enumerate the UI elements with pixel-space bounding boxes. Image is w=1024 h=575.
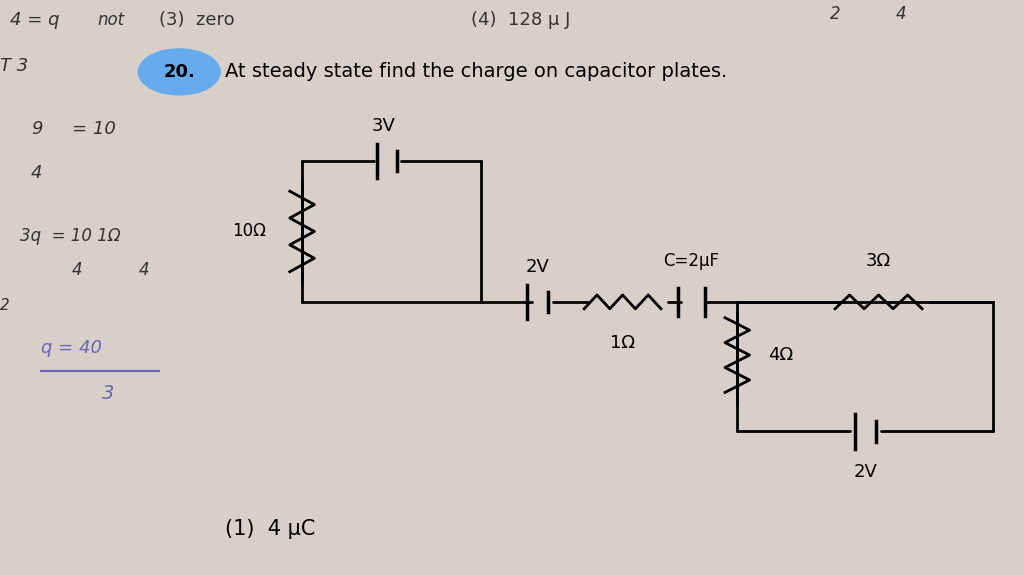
Text: (3)  zero: (3) zero — [159, 11, 234, 29]
Text: 2V: 2V — [525, 258, 550, 276]
Text: 10Ω: 10Ω — [232, 223, 266, 240]
Text: C=2μF: C=2μF — [664, 252, 719, 270]
Text: not: not — [97, 11, 124, 29]
Text: 3q  = 10 1Ω: 3q = 10 1Ω — [20, 227, 121, 245]
Text: = 10: = 10 — [72, 120, 116, 139]
Text: 2: 2 — [829, 5, 840, 24]
Text: 4: 4 — [72, 261, 82, 279]
Text: 9: 9 — [31, 120, 42, 139]
Text: 2V: 2V — [853, 463, 878, 481]
Text: 3V: 3V — [372, 117, 396, 135]
Text: (4)  128 μ J: (4) 128 μ J — [471, 11, 570, 29]
Text: 4: 4 — [896, 5, 906, 24]
Text: 4Ω: 4Ω — [768, 346, 794, 364]
Text: 4: 4 — [138, 261, 148, 279]
Text: T 3: T 3 — [0, 57, 29, 75]
Text: 2: 2 — [0, 298, 10, 313]
Text: q = 40: q = 40 — [41, 339, 102, 357]
Text: At steady state find the charge on capacitor plates.: At steady state find the charge on capac… — [225, 62, 727, 82]
Text: 3Ω: 3Ω — [866, 252, 891, 270]
Text: 3: 3 — [102, 384, 115, 404]
Text: 20.: 20. — [163, 63, 196, 81]
Text: (1)  4 μC: (1) 4 μC — [225, 519, 315, 539]
Text: 4 = q: 4 = q — [10, 11, 59, 29]
Text: 4: 4 — [31, 163, 42, 182]
Text: 1Ω: 1Ω — [610, 334, 635, 351]
Circle shape — [138, 49, 220, 95]
